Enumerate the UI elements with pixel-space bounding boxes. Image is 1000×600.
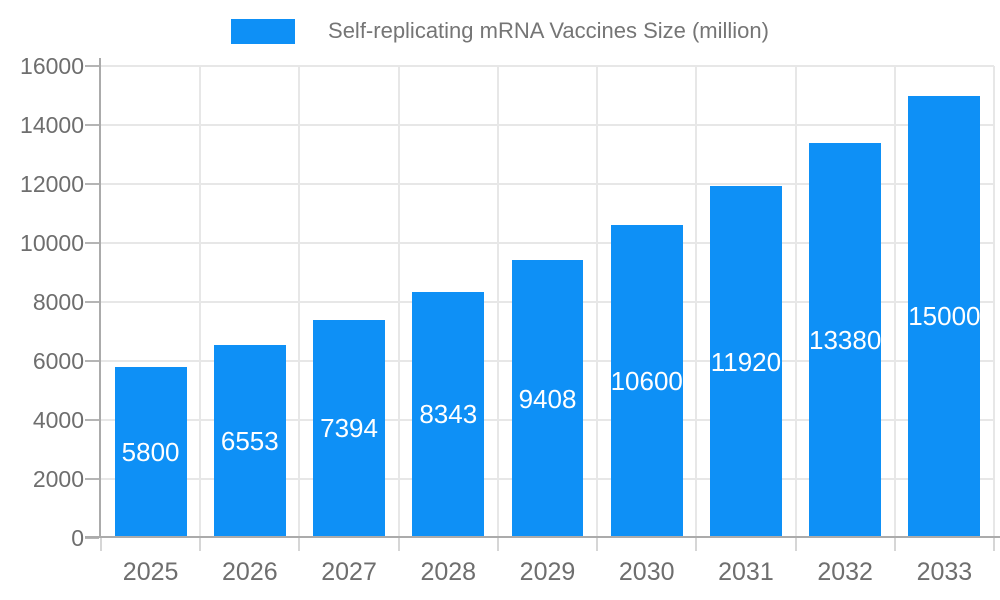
y-tick — [85, 301, 99, 303]
bar-value-label: 9408 — [518, 383, 577, 414]
x-gridline — [199, 66, 202, 538]
x-tick-label: 2026 — [222, 558, 278, 586]
bar-value-label: 10600 — [610, 366, 683, 397]
y-tick-label: 6000 — [32, 348, 84, 374]
y-tick-label: 10000 — [20, 230, 84, 256]
y-tick — [85, 537, 99, 539]
x-gridline — [993, 66, 995, 538]
y-gridline — [101, 65, 994, 67]
bar: 10600 — [611, 225, 683, 538]
y-gridline — [101, 183, 994, 185]
bar: 7394 — [313, 319, 385, 538]
y-tick — [85, 242, 99, 244]
x-tick — [100, 538, 102, 551]
y-tick — [85, 183, 99, 185]
x-tick — [695, 538, 698, 551]
y-gridline — [101, 124, 994, 126]
bar-value-label: 8343 — [419, 399, 478, 430]
bar-value-label: 5800 — [121, 436, 180, 467]
y-tick-label: 4000 — [32, 407, 84, 433]
bar: 5800 — [114, 366, 187, 538]
x-tick-label: 2027 — [321, 558, 377, 586]
y-axis-line — [99, 58, 101, 538]
bar-value-label: 13380 — [809, 325, 882, 356]
x-gridline — [397, 66, 400, 538]
x-tick — [596, 538, 599, 551]
x-tick-label: 2031 — [718, 558, 774, 586]
y-tick — [85, 478, 99, 480]
x-tick — [298, 538, 301, 551]
x-tick — [893, 538, 896, 551]
bar: 6553 — [213, 344, 286, 538]
x-tick-label: 2030 — [618, 558, 675, 586]
legend-swatch — [231, 18, 296, 44]
x-gridline — [298, 66, 301, 538]
plot-area: 0 2000 4000 6000 8000 10000 12000 14000 16000 202… — [20, 53, 1000, 586]
y-tick — [85, 419, 99, 421]
x-tick — [496, 538, 499, 551]
y-tick — [85, 360, 99, 362]
x-gridline — [496, 66, 499, 538]
x-tick-label: 2029 — [519, 558, 576, 586]
y-tick — [85, 65, 99, 67]
bar-value-label: 15000 — [908, 301, 981, 332]
y-tick-label: 14000 — [20, 112, 84, 138]
x-gridline — [596, 66, 599, 538]
y-tick-label: 2000 — [32, 466, 84, 492]
y-tick-label: 16000 — [20, 53, 84, 79]
bar: 8343 — [412, 291, 485, 538]
x-tick — [794, 538, 797, 551]
bar: 9408 — [511, 260, 584, 538]
y-tick — [85, 124, 99, 126]
x-tick-label: 2033 — [916, 558, 973, 586]
bar: 13380 — [809, 143, 881, 538]
x-tick-label: 2028 — [420, 558, 477, 586]
x-axis-line — [85, 536, 1000, 538]
y-tick-label: 8000 — [32, 289, 84, 315]
x-gridline — [695, 66, 698, 538]
bar-value-label: 11920 — [710, 346, 782, 377]
x-gridline — [794, 66, 797, 538]
x-gridline — [893, 66, 896, 538]
x-tick — [397, 538, 400, 551]
legend-label: Self-replicating mRNA Vaccines Size (mil… — [328, 18, 769, 43]
x-tick — [199, 538, 202, 551]
y-tick-label: 0 — [71, 525, 84, 551]
x-tick-label: 2025 — [122, 558, 179, 586]
y-tick-label: 12000 — [20, 171, 84, 197]
y-gridline — [101, 242, 994, 244]
bar-value-label: 7394 — [320, 413, 378, 444]
bar-value-label: 6553 — [220, 425, 279, 456]
x-tick — [993, 538, 995, 551]
x-tick-label: 2032 — [817, 558, 873, 586]
legend: Self-replicating mRNA Vaccines Size (mil… — [0, 17, 1000, 45]
bar: 11920 — [709, 186, 782, 538]
bar: 15000 — [908, 95, 981, 538]
